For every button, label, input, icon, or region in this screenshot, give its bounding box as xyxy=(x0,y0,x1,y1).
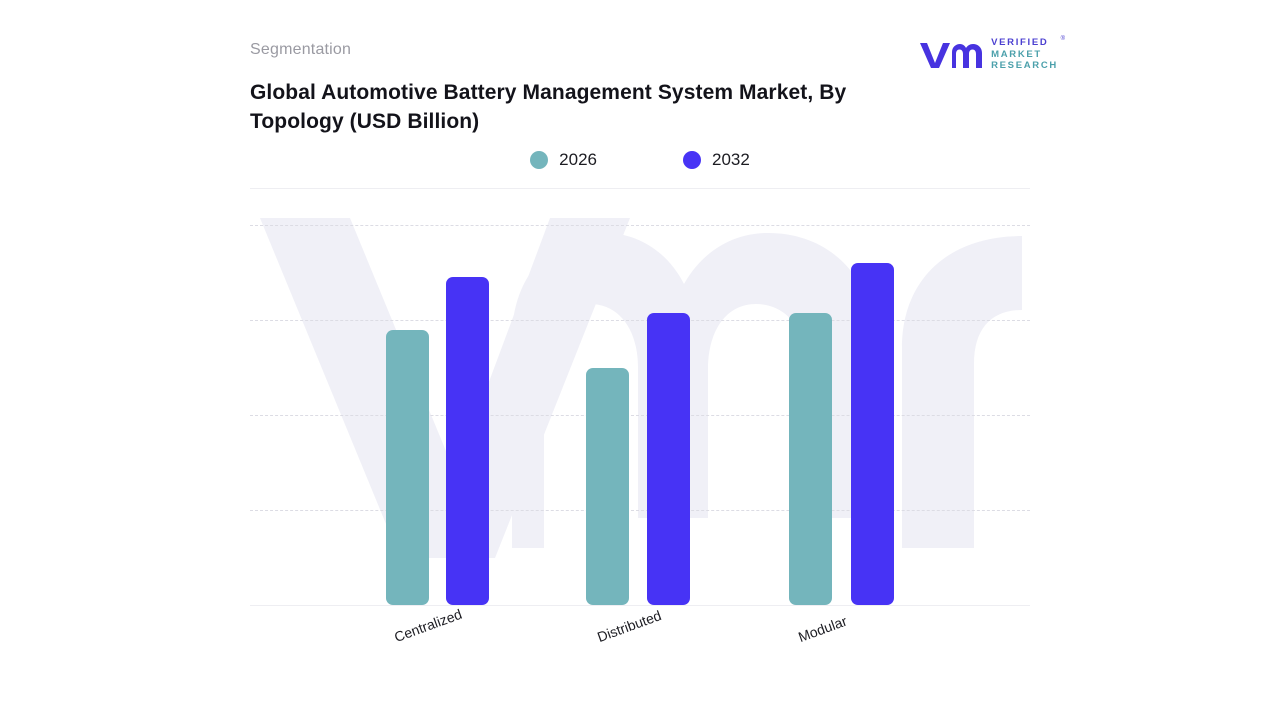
chart-title: Global Automotive Battery Management Sys… xyxy=(250,81,847,133)
gridline xyxy=(250,415,1030,416)
vmr-logo: VERIFIED MARKET RESEARCH ® xyxy=(918,36,1065,72)
vmr-logo-mark-icon xyxy=(920,42,983,68)
gridline xyxy=(250,225,1030,226)
x-axis-labels: Centralized Distributed Modular xyxy=(250,605,1030,678)
axis-baseline xyxy=(250,605,1030,606)
x-axis-label-distributed: Distributed xyxy=(595,607,664,646)
bar-centralized-2026[interactable] xyxy=(386,330,429,605)
logo-line-market: MARKET xyxy=(991,48,1042,60)
bar-distributed-2032[interactable] xyxy=(647,313,690,605)
segmentation-kicker: Segmentation xyxy=(250,41,352,58)
gridline xyxy=(250,320,1030,321)
legend-color-dot-icon xyxy=(683,151,701,169)
vmr-logo-text: VERIFIED MARKET RESEARCH ® xyxy=(991,36,1065,72)
legend-label: 2026 xyxy=(559,150,597,169)
bar-centralized-2032[interactable] xyxy=(446,276,489,605)
registered-mark-icon: ® xyxy=(1060,36,1065,42)
bar-distributed-2026[interactable] xyxy=(586,368,629,605)
gridline xyxy=(250,510,1030,511)
bar-modular-2026[interactable] xyxy=(789,313,832,605)
logo-line-verified: VERIFIED xyxy=(991,37,1049,48)
bar-modular-2032[interactable] xyxy=(851,262,894,605)
legend-label: 2032 xyxy=(712,150,750,169)
bar-group-container xyxy=(250,196,1030,605)
x-axis-label-modular: Modular xyxy=(796,612,850,646)
plot-area xyxy=(250,196,1030,608)
legend-item-2026[interactable]: 2026 xyxy=(530,150,597,170)
gridlines xyxy=(250,196,1030,608)
x-axis-label-centralized: Centralized xyxy=(392,605,465,646)
chart-header: Segmentation Global Automotive Battery M… xyxy=(250,40,1080,136)
logo-line-research: RESEARCH xyxy=(991,60,1058,71)
legend-item-2032[interactable]: 2032 xyxy=(683,150,750,170)
header-divider xyxy=(250,188,1030,189)
chart-legend: 2026 2032 xyxy=(250,150,1030,170)
legend-color-dot-icon xyxy=(530,151,549,169)
